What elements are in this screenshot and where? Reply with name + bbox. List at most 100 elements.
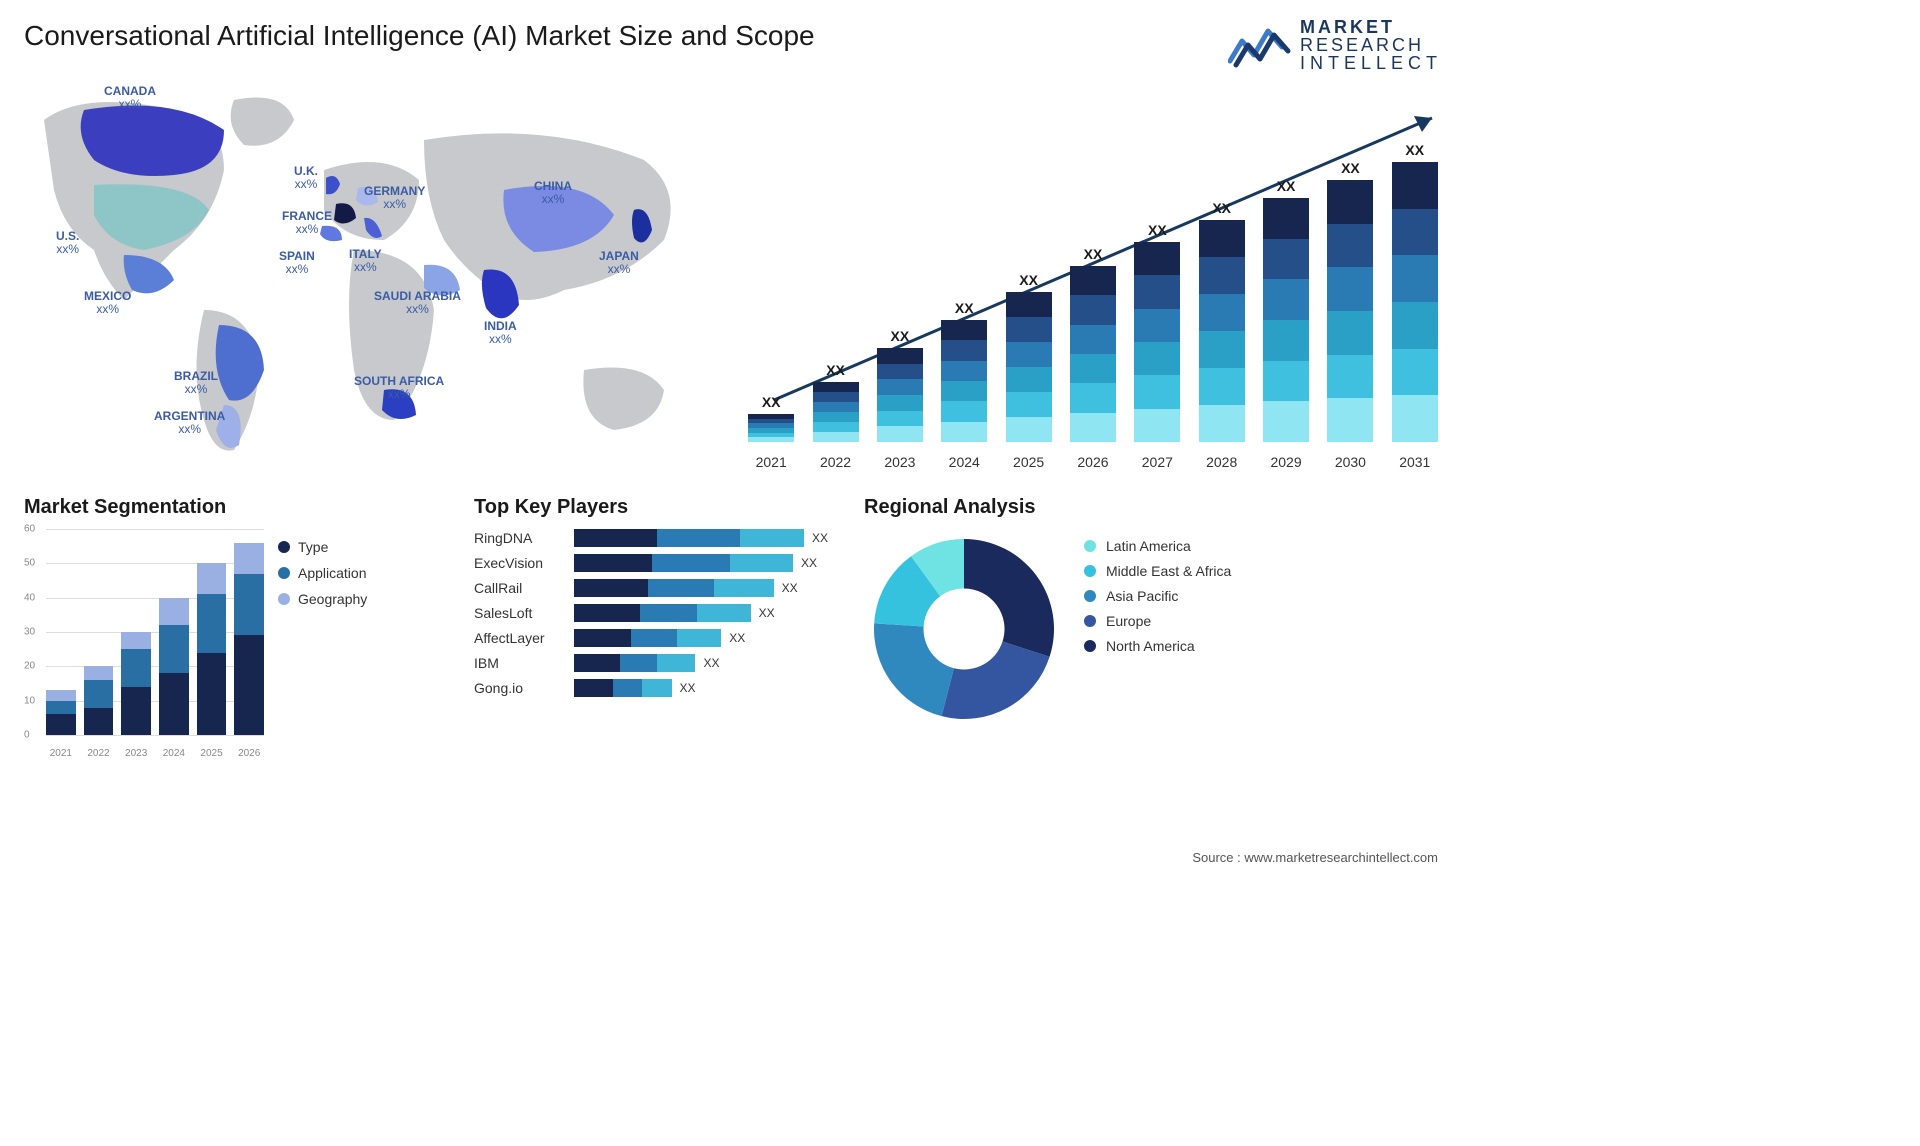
donut-slice xyxy=(942,642,1050,719)
growth-bar-2024: XX xyxy=(937,300,991,442)
country-label-uk: U.K.xx% xyxy=(294,165,318,191)
country-mexico xyxy=(124,255,174,293)
regional-donut-chart xyxy=(864,529,1064,729)
player-name: AffectLayer xyxy=(474,630,564,646)
seg-bar-2023 xyxy=(121,632,151,735)
country-label-germany: GERMANYxx% xyxy=(364,185,425,211)
logo-text-1: MARKET xyxy=(1300,18,1442,36)
regional-legend-item: Latin America xyxy=(1084,538,1231,554)
segmentation-title: Market Segmentation xyxy=(24,496,444,519)
seg-legend-item: Type xyxy=(278,539,367,555)
country-label-france: FRANCExx% xyxy=(282,210,332,236)
growth-value-label: XX xyxy=(1277,178,1296,194)
source-text: Source : www.marketresearchintellect.com xyxy=(1192,850,1438,865)
player-value: XX xyxy=(759,606,775,620)
growth-value-label: XX xyxy=(1019,272,1038,288)
country-label-canada: CANADAxx% xyxy=(104,85,156,111)
seg-legend-item: Geography xyxy=(278,591,367,607)
seg-legend-item: Application xyxy=(278,565,367,581)
country-label-china: CHINAxx% xyxy=(534,180,572,206)
players-chart: RingDNAXXExecVisionXXCallRailXXSalesLoft… xyxy=(474,529,834,697)
player-name: CallRail xyxy=(474,580,564,596)
segmentation-panel: Market Segmentation 0102030405060 202120… xyxy=(24,496,444,759)
growth-value-label: XX xyxy=(826,362,845,378)
player-value: XX xyxy=(729,631,745,645)
growth-value-label: XX xyxy=(1405,142,1424,158)
growth-bar-2021: XX xyxy=(744,394,798,442)
growth-bar-2026: XX xyxy=(1066,246,1120,442)
player-name: IBM xyxy=(474,655,564,671)
seg-bar-2021 xyxy=(46,690,76,735)
regional-legend-item: North America xyxy=(1084,638,1231,654)
growth-bar-2023: XX xyxy=(873,328,927,442)
growth-bar-2030: XX xyxy=(1323,160,1377,442)
regional-legend-item: Middle East & Africa xyxy=(1084,563,1231,579)
growth-value-label: XX xyxy=(762,394,781,410)
donut-slice xyxy=(964,539,1054,657)
segmentation-chart: 0102030405060 202120222023202420252026 xyxy=(24,529,264,759)
player-value: XX xyxy=(812,531,828,545)
players-title: Top Key Players xyxy=(474,496,834,519)
player-row: IBM XX xyxy=(474,654,834,672)
logo-text-2: RESEARCH xyxy=(1300,36,1442,54)
growth-bar-2025: XX xyxy=(1001,272,1055,442)
growth-bar-2027: XX xyxy=(1130,222,1184,442)
player-value: XX xyxy=(801,556,817,570)
player-row: SalesLoft XX xyxy=(474,604,834,622)
player-row: ExecVision XX xyxy=(474,554,834,572)
growth-bar-2022: XX xyxy=(808,362,862,442)
growth-x-2023: 2023 xyxy=(873,454,927,470)
growth-value-label: XX xyxy=(1148,222,1167,238)
players-panel: Top Key Players RingDNA XX ExecVision XX Cal… xyxy=(474,496,834,759)
growth-x-2029: 2029 xyxy=(1259,454,1313,470)
country-label-mexico: MEXICOxx% xyxy=(84,290,131,316)
growth-x-2024: 2024 xyxy=(937,454,991,470)
player-name: Gong.io xyxy=(474,680,564,696)
country-label-japan: JAPANxx% xyxy=(599,250,639,276)
growth-bar-2029: XX xyxy=(1259,178,1313,442)
country-label-safrica: SOUTH AFRICAxx% xyxy=(354,375,444,401)
growth-bar-2031: XX xyxy=(1388,142,1442,442)
growth-x-2030: 2030 xyxy=(1323,454,1377,470)
player-value: XX xyxy=(703,656,719,670)
country-label-brazil: BRAZILxx% xyxy=(174,370,218,396)
player-name: ExecVision xyxy=(474,555,564,571)
regional-panel: Regional Analysis Latin America Middle Ea… xyxy=(864,496,1324,759)
growth-chart: XX XX XX XX XX XX XX XX XX XX XX 2021 2022 2023 2024 2… xyxy=(744,80,1442,470)
logo-text-3: INTELLECT xyxy=(1300,54,1442,72)
growth-bar-2028: XX xyxy=(1195,200,1249,442)
growth-value-label: XX xyxy=(891,328,910,344)
player-value: XX xyxy=(680,681,696,695)
growth-x-2027: 2027 xyxy=(1130,454,1184,470)
logo-mark-icon xyxy=(1228,21,1292,69)
growth-value-label: XX xyxy=(1212,200,1231,216)
seg-bar-2025 xyxy=(197,563,227,735)
player-name: RingDNA xyxy=(474,530,564,546)
growth-x-2031: 2031 xyxy=(1388,454,1442,470)
seg-bar-2022 xyxy=(84,666,114,735)
regional-legend-item: Asia Pacific xyxy=(1084,588,1231,604)
country-label-us: U.S.xx% xyxy=(56,230,79,256)
growth-value-label: XX xyxy=(1341,160,1360,176)
segmentation-legend: Type Application Geography xyxy=(278,529,367,617)
growth-x-2022: 2022 xyxy=(808,454,862,470)
player-row: RingDNA XX xyxy=(474,529,834,547)
country-label-saudi: SAUDI ARABIAxx% xyxy=(374,290,461,316)
growth-x-2028: 2028 xyxy=(1195,454,1249,470)
growth-x-2021: 2021 xyxy=(744,454,798,470)
player-row: Gong.io XX xyxy=(474,679,834,697)
seg-bar-2024 xyxy=(159,598,189,735)
growth-x-2026: 2026 xyxy=(1066,454,1120,470)
donut-slice xyxy=(874,623,954,716)
regional-title: Regional Analysis xyxy=(864,496,1324,519)
country-label-spain: SPAINxx% xyxy=(279,250,315,276)
growth-value-label: XX xyxy=(955,300,974,316)
country-label-italy: ITALYxx% xyxy=(349,248,382,274)
seg-bar-2026 xyxy=(234,543,264,735)
page-title: Conversational Artificial Intelligence (… xyxy=(24,18,815,53)
regional-legend-item: Europe xyxy=(1084,613,1231,629)
world-map: CANADAxx%U.S.xx%MEXICOxx%BRAZILxx%ARGENT… xyxy=(24,80,704,470)
brand-logo: MARKET RESEARCH INTELLECT xyxy=(1228,18,1442,72)
regional-legend: Latin America Middle East & Africa Asia Pa… xyxy=(1084,529,1231,663)
player-name: SalesLoft xyxy=(474,605,564,621)
